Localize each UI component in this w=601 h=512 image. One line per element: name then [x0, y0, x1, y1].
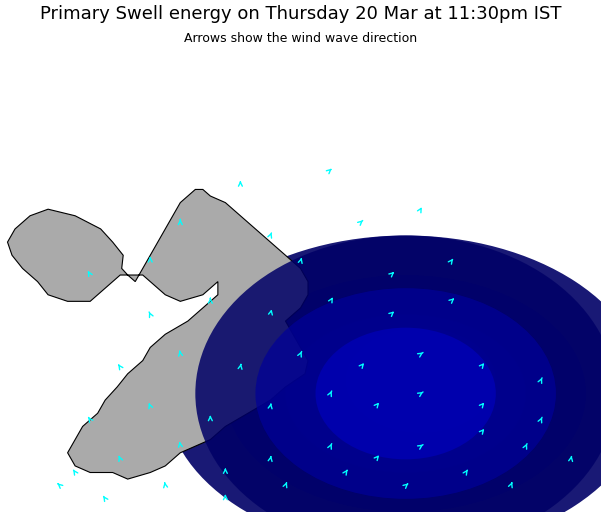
Ellipse shape [316, 328, 496, 459]
Ellipse shape [346, 328, 496, 433]
Ellipse shape [225, 275, 586, 512]
Ellipse shape [255, 288, 556, 499]
Ellipse shape [285, 314, 526, 473]
Ellipse shape [195, 236, 601, 512]
Text: Primary Swell energy on Thursday 20 Mar at 11:30pm IST: Primary Swell energy on Thursday 20 Mar … [40, 5, 561, 24]
Ellipse shape [331, 341, 481, 446]
Ellipse shape [165, 236, 601, 512]
Text: Arrows show the wind wave direction: Arrows show the wind wave direction [184, 32, 417, 45]
Polygon shape [8, 189, 308, 479]
